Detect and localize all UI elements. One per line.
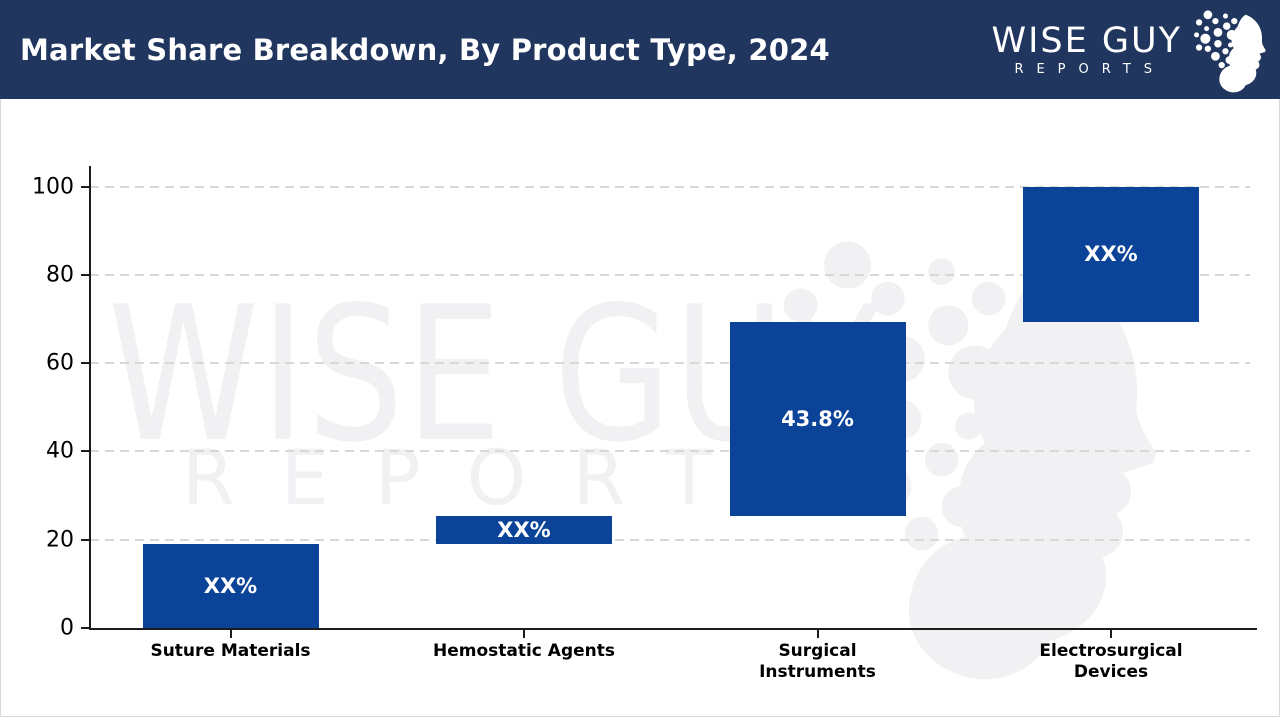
y-tick-mark: [81, 627, 90, 629]
logo-tagline: REPORTS: [1014, 61, 1166, 77]
y-tick-label: 0: [60, 615, 74, 641]
y-tick-mark: [81, 538, 90, 541]
x-tick-mark: [523, 630, 525, 638]
bar-value-label: XX%: [1084, 242, 1138, 267]
y-tick-label: 40: [46, 438, 74, 464]
logo-name: WISE GUY: [991, 20, 1182, 61]
bar-segment: 43.8%: [729, 322, 906, 516]
x-category-label: Hemostatic Agents: [432, 641, 616, 661]
y-tick-mark: [81, 273, 90, 276]
gridline: [90, 450, 1250, 453]
y-tick-label: 20: [46, 527, 74, 553]
wise-guy-logo: WISE GUY REPORTS: [991, 6, 1280, 94]
logo-text: WISE GUY REPORTS: [991, 20, 1182, 77]
y-axis-spine: [89, 166, 91, 630]
y-tick-mark: [81, 450, 90, 453]
bar-segment: XX%: [436, 515, 612, 545]
logo-face-icon: [1190, 6, 1266, 94]
y-tick-label: 80: [46, 262, 74, 288]
x-tick-mark: [816, 630, 819, 638]
bar-segment: XX%: [1023, 186, 1199, 323]
bar-segment: XX%: [142, 544, 319, 628]
bar-value-label: XX%: [497, 517, 551, 542]
x-category-label: Suture Materials: [150, 641, 311, 661]
x-category-label: Surgical Instruments: [759, 641, 876, 683]
gridline: [90, 538, 1250, 541]
bar-value-label: 43.8%: [781, 407, 854, 432]
x-category-label: Electrosurgical Devices: [1039, 641, 1183, 683]
x-tick-mark: [229, 630, 232, 638]
page-title: Market Share Breakdown, By Product Type,…: [20, 32, 830, 67]
y-tick-label: 100: [32, 174, 74, 199]
gridline: [90, 185, 1250, 188]
header-band: Market Share Breakdown, By Product Type,…: [0, 0, 1280, 99]
y-tick-mark: [81, 362, 90, 365]
y-tick-label: 60: [46, 350, 74, 376]
gridline: [90, 273, 1250, 276]
y-tick-mark: [81, 185, 90, 188]
x-axis-spine: [89, 628, 1257, 630]
gridline: [90, 362, 1250, 365]
x-tick-mark: [1110, 630, 1112, 638]
bar-value-label: XX%: [203, 574, 258, 599]
